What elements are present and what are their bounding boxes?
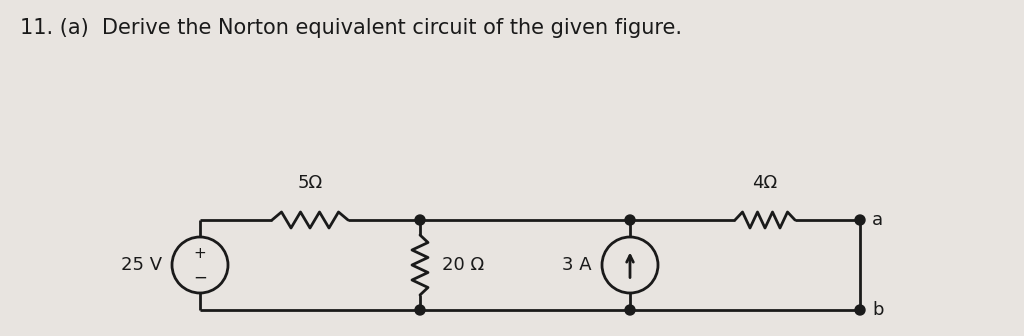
Text: 20 Ω: 20 Ω [442, 256, 484, 274]
Circle shape [625, 215, 635, 225]
Circle shape [625, 305, 635, 315]
Text: 11. (a)  Derive the Norton equivalent circuit of the given figure.: 11. (a) Derive the Norton equivalent cir… [20, 18, 682, 38]
Circle shape [855, 305, 865, 315]
Text: 5Ω: 5Ω [297, 174, 323, 192]
Circle shape [855, 215, 865, 225]
Text: +: + [194, 246, 207, 261]
Text: 4Ω: 4Ω [753, 174, 777, 192]
Text: 25 V: 25 V [121, 256, 162, 274]
Text: a: a [872, 211, 883, 229]
Text: 3 A: 3 A [562, 256, 592, 274]
Text: −: − [194, 268, 207, 287]
Circle shape [415, 305, 425, 315]
Text: b: b [872, 301, 884, 319]
Circle shape [415, 215, 425, 225]
